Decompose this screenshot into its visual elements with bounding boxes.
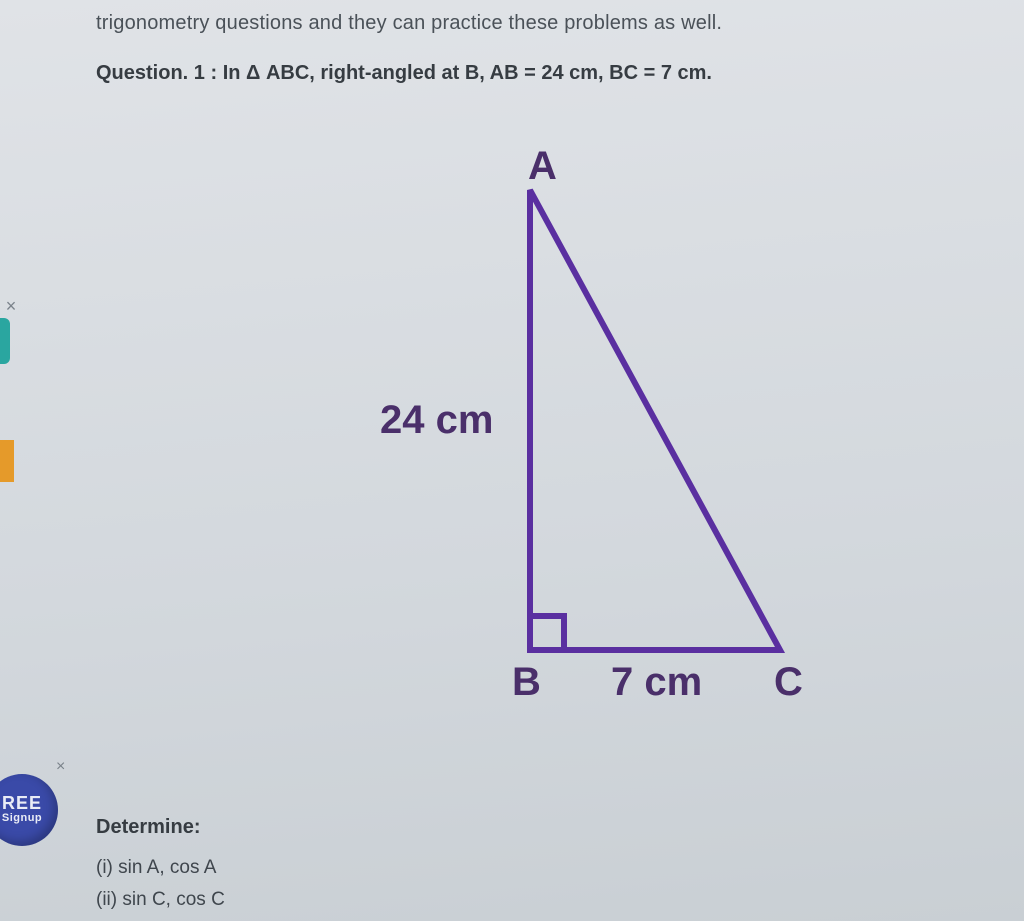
- side-ab-label: 24 cm: [380, 398, 493, 443]
- question-prefix: Question. 1 :: [96, 62, 223, 84]
- signup-badge-wrap: × REE Signup: [0, 770, 90, 850]
- badge-line2: Signup: [2, 812, 42, 825]
- badge-close-icon[interactable]: ×: [56, 758, 65, 776]
- triangle-svg: [300, 150, 820, 710]
- close-icon[interactable]: ×: [0, 295, 22, 317]
- vertex-label-b: B: [512, 660, 541, 705]
- options-list: (i) sin A, cos A (ii) sin C, cos C: [96, 852, 225, 917]
- option-ii: (ii) sin C, cos C: [96, 884, 225, 916]
- determine-heading: Determine:: [96, 816, 200, 839]
- option-i: (i) sin A, cos A: [96, 852, 225, 884]
- side-handle-orange[interactable]: [0, 440, 14, 482]
- intro-text: trigonometry questions and they can prac…: [96, 12, 722, 35]
- signup-badge[interactable]: REE Signup: [0, 774, 58, 846]
- question-line: Question. 1 : In Δ ABC, right-angled at …: [96, 62, 712, 85]
- vertex-label-c: C: [774, 660, 803, 705]
- badge-line1: REE: [2, 794, 42, 812]
- side-bc-label: 7 cm: [611, 660, 702, 705]
- question-body: In Δ ABC, right-angled at B, AB = 24 cm,…: [223, 62, 712, 84]
- page: trigonometry questions and they can prac…: [0, 0, 1024, 921]
- side-handle-teal[interactable]: [0, 318, 10, 364]
- vertex-label-a: A: [528, 144, 557, 189]
- triangle-figure: A B C 24 cm 7 cm: [300, 150, 820, 710]
